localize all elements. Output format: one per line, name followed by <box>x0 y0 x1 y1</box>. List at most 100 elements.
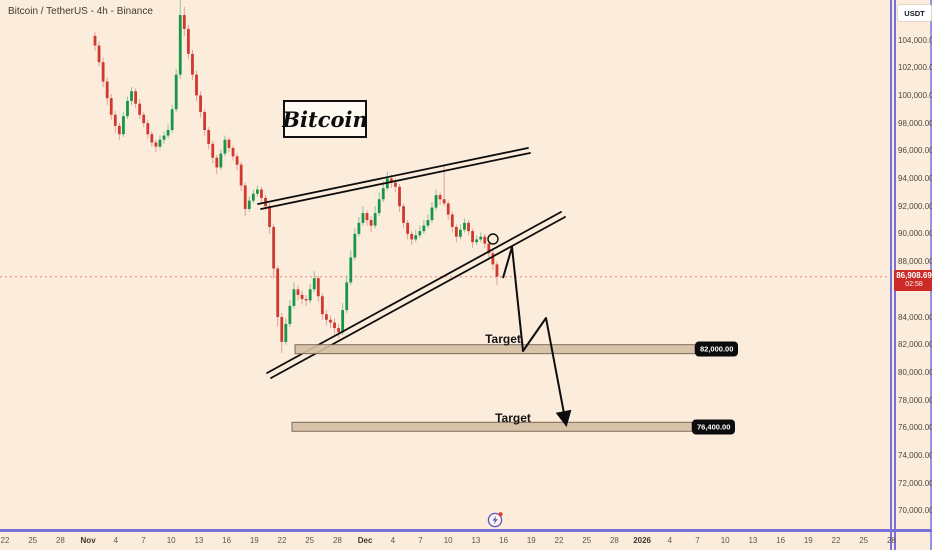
lightning-circle-icon <box>487 512 503 528</box>
price-axis-tick: 88,000.00 <box>898 257 932 267</box>
symbol-title[interactable]: Bitcoin / TetherUS - 4h - Binance <box>8 6 153 17</box>
candle-body <box>235 156 239 165</box>
candle-body <box>361 213 365 223</box>
candle-body <box>479 236 483 240</box>
candle-body <box>345 282 349 311</box>
price-axis-tick: 70,000.00 <box>898 506 932 516</box>
candle-body <box>353 233 357 258</box>
time-axis-tick: 13 <box>748 536 758 545</box>
time-axis-tick: 19 <box>249 536 259 545</box>
candle-body <box>381 188 385 200</box>
candle-body <box>296 289 300 295</box>
price-axis-tick: 74,000.00 <box>898 451 932 460</box>
candle-body <box>446 203 450 215</box>
candle-body <box>434 195 438 208</box>
candle-body <box>280 317 284 342</box>
candle-body <box>365 213 369 221</box>
time-axis-tick: 25 <box>305 536 315 545</box>
chart-pane[interactable]: Bitcoin / TetherUS - 4h - Binance Bitcoi… <box>0 0 893 529</box>
candlestick-chart <box>0 0 893 432</box>
candle-body <box>316 278 320 297</box>
candle-body <box>182 15 186 29</box>
currency-button[interactable]: USDT <box>897 4 932 22</box>
time-axis-tick: 19 <box>803 536 813 545</box>
candle-body <box>158 139 162 147</box>
candle-body <box>142 114 146 124</box>
candle-body <box>199 95 202 113</box>
time-axis-tick: 13 <box>194 536 204 545</box>
time-axis-tick: 19 <box>526 536 536 545</box>
candle-body <box>349 257 353 283</box>
candle-body <box>333 322 336 329</box>
time-axis-tick: 16 <box>776 536 786 545</box>
candle-body <box>320 296 324 315</box>
candle-body <box>450 214 454 227</box>
candle-body <box>191 53 194 75</box>
time-axis-tick: 4 <box>390 536 396 545</box>
candle-body <box>162 135 166 140</box>
candle-body <box>288 305 292 324</box>
time-axis-tick: 25 <box>859 536 869 545</box>
time-axis-tick: 4 <box>667 536 673 545</box>
candle-body <box>251 193 255 201</box>
candle-body <box>373 213 377 226</box>
target-price-tag[interactable]: 76,400.00 <box>692 419 736 435</box>
candle-body <box>186 28 190 54</box>
price-axis-tick: 92,000.00 <box>898 201 932 211</box>
target-price-band[interactable] <box>291 421 693 432</box>
trendline[interactable] <box>260 152 531 210</box>
candle-body <box>438 195 442 200</box>
time-axis-tick: 28 <box>332 536 342 545</box>
time-axis-separator <box>0 529 932 532</box>
time-axis-tick: 25 <box>28 536 38 545</box>
candle-body <box>454 226 458 237</box>
candle-body <box>97 45 101 63</box>
candle-body <box>389 178 393 183</box>
candle-body <box>442 199 446 204</box>
candle-body <box>459 229 462 237</box>
price-axis-tick: 78,000.00 <box>898 395 932 405</box>
target-price-band[interactable] <box>294 344 696 355</box>
candle-body <box>357 222 361 234</box>
bitcoin-text-box[interactable]: Bitcoin <box>282 100 368 138</box>
time-axis-tick: 25 <box>582 536 592 545</box>
candle-body <box>203 112 207 131</box>
candle-body <box>337 328 340 333</box>
candle-body <box>475 239 479 243</box>
trendline[interactable] <box>257 147 529 205</box>
time-axis-tick: 22 <box>277 536 287 545</box>
target-label[interactable]: Target <box>495 411 531 425</box>
projection-arrow[interactable] <box>502 246 572 427</box>
candle-body <box>483 236 487 244</box>
candle-body <box>491 253 495 265</box>
candle-body <box>284 323 288 342</box>
candle-body <box>122 116 125 135</box>
candle-body <box>276 268 280 317</box>
time-axis-tick: 7 <box>695 536 700 545</box>
time-axis-tick: 7 <box>418 536 423 545</box>
time-axis-tick: 13 <box>471 536 481 545</box>
candle-body <box>256 189 259 194</box>
target-label[interactable]: Target <box>485 332 521 346</box>
candle-body <box>154 142 158 147</box>
breakout-circle-marker[interactable] <box>487 233 499 245</box>
time-axis-tick: 22 <box>0 536 10 545</box>
bar-countdown: 02:58 <box>905 280 923 288</box>
candle-body <box>406 222 410 234</box>
candle-body <box>300 294 304 299</box>
time-axis-tick: 10 <box>720 536 730 545</box>
time-axis-tick: 28 <box>609 536 619 545</box>
candle-body <box>93 35 97 46</box>
pane-divider-line <box>890 0 892 550</box>
candle-body <box>410 233 414 240</box>
candle-body <box>430 207 434 221</box>
market-status-icon[interactable] <box>487 511 504 528</box>
price-axis[interactable]: USDT 86,908.69 02:58 104,000.00 102,000.0… <box>894 0 932 529</box>
candle-body <box>369 220 373 226</box>
time-axis-tick: 10 <box>166 536 176 545</box>
candle-body <box>467 222 470 232</box>
candle-body <box>325 314 328 320</box>
time-axis-tick: 2026 <box>633 536 651 545</box>
time-axis[interactable]: 22 25 28 Nov 4 7 10 13 16 19 22 25 28 Dec 4 7 10 13 16 19 22… <box>0 533 932 550</box>
target-price-tag[interactable]: 82,000.00 <box>695 341 739 357</box>
